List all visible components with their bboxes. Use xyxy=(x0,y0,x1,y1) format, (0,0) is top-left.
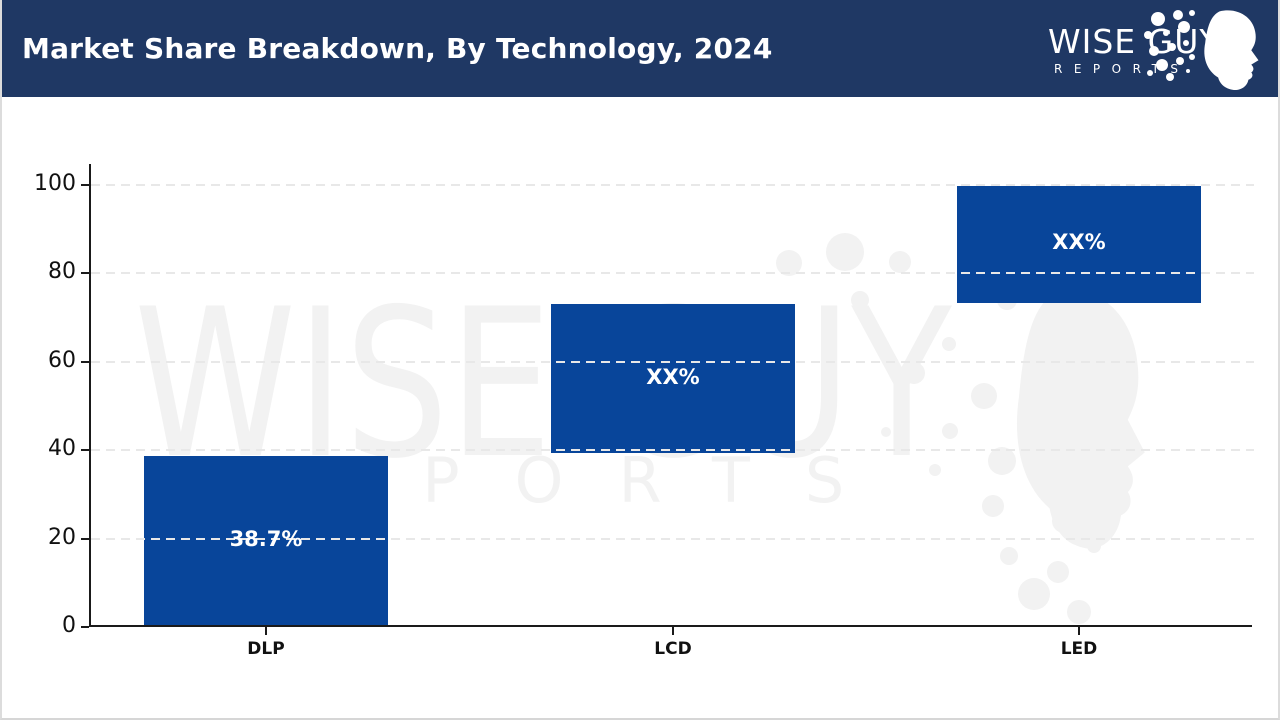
y-tick-mark xyxy=(81,537,89,540)
y-tick-label: 0 xyxy=(62,613,76,638)
y-tick-mark xyxy=(81,184,89,186)
y-tick-mark xyxy=(81,272,89,275)
y-tick-label: 80 xyxy=(48,259,76,285)
gridline xyxy=(91,537,1254,540)
page-title: Market Share Breakdown, By Technology, 2… xyxy=(22,32,773,65)
watermark-face-silhouette xyxy=(1016,290,1145,549)
y-tick-mark xyxy=(81,360,89,363)
x-axis-spine xyxy=(89,625,1252,627)
x-tick-label: LED xyxy=(1060,639,1098,659)
y-axis-spine xyxy=(89,164,91,627)
x-tick-mark xyxy=(265,627,267,635)
bar-value-label: XX% xyxy=(646,364,700,389)
bar-dlp xyxy=(144,455,388,627)
x-tick-label: LCD xyxy=(654,639,692,659)
watermark-face-dots xyxy=(776,233,1145,624)
face-dots-icon xyxy=(1144,10,1259,90)
header-banner: Market Share Breakdown, By Technology, 2… xyxy=(2,0,1278,97)
x-tick-mark xyxy=(1078,627,1080,635)
y-tick-mark xyxy=(81,449,89,452)
wise-guy-reports-logo: WISE GUY REPORTS xyxy=(1012,2,1272,94)
gridline xyxy=(91,184,1254,186)
gridline xyxy=(91,272,1254,275)
bar-value-label: XX% xyxy=(1052,230,1106,255)
gridline xyxy=(91,449,1254,452)
watermark-wordmark: WISE GUY xyxy=(134,266,952,504)
bar-value-label: 38.7% xyxy=(229,527,303,552)
x-tick-mark xyxy=(672,627,674,635)
x-tick-label: DLP xyxy=(247,639,285,659)
gridline xyxy=(91,360,1254,363)
y-tick-label: 20 xyxy=(48,524,76,550)
y-tick-mark xyxy=(81,626,89,628)
y-tick-label: 100 xyxy=(34,171,76,196)
bar-led xyxy=(957,185,1201,303)
y-tick-label: 40 xyxy=(48,436,76,462)
y-tick-label: 60 xyxy=(48,347,76,373)
bar-lcd xyxy=(551,304,795,454)
